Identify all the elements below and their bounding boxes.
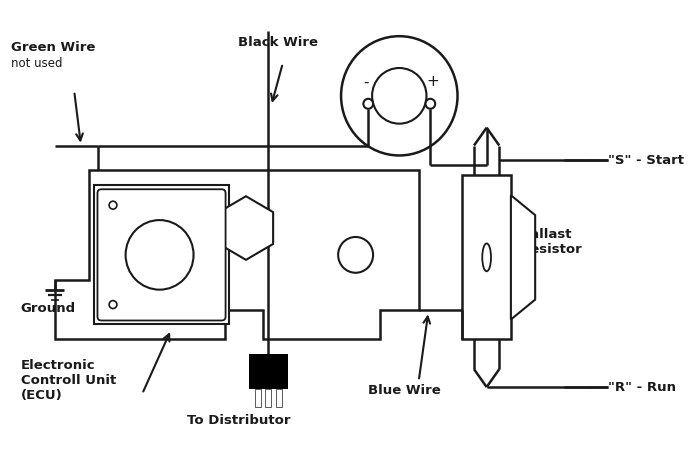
Circle shape bbox=[363, 99, 373, 109]
Text: Green Wire: Green Wire bbox=[11, 41, 95, 54]
Text: not used: not used bbox=[11, 57, 62, 70]
Text: ⊕: ⊕ bbox=[239, 219, 253, 237]
Circle shape bbox=[341, 36, 458, 155]
Polygon shape bbox=[55, 170, 419, 339]
Circle shape bbox=[426, 99, 435, 109]
Bar bbox=[94, 185, 230, 324]
Circle shape bbox=[372, 68, 426, 124]
Bar bbox=[255, 389, 260, 407]
Circle shape bbox=[125, 220, 193, 290]
Circle shape bbox=[109, 300, 117, 308]
Bar bbox=[276, 389, 282, 407]
Text: +: + bbox=[426, 74, 439, 89]
Ellipse shape bbox=[482, 243, 491, 271]
Circle shape bbox=[338, 237, 373, 273]
Bar bbox=[249, 354, 288, 389]
Text: Ballast
Resistor: Ballast Resistor bbox=[521, 228, 582, 256]
Text: To Distributor: To Distributor bbox=[188, 414, 291, 427]
Text: -: - bbox=[363, 74, 369, 89]
FancyBboxPatch shape bbox=[97, 189, 225, 321]
Text: Blue Wire: Blue Wire bbox=[368, 384, 440, 397]
Text: "R" - Run: "R" - Run bbox=[608, 380, 676, 394]
Text: Coil: Coil bbox=[386, 97, 412, 111]
Text: Ground: Ground bbox=[21, 301, 76, 314]
Bar bbox=[463, 176, 511, 339]
Text: "S" - Start: "S" - Start bbox=[608, 154, 684, 167]
Circle shape bbox=[109, 201, 117, 209]
Bar bbox=[265, 389, 271, 407]
Polygon shape bbox=[511, 195, 536, 320]
Polygon shape bbox=[219, 196, 273, 260]
Text: Electronic
Controll Unit
(ECU): Electronic Controll Unit (ECU) bbox=[21, 359, 116, 402]
Text: Black Wire: Black Wire bbox=[238, 36, 318, 49]
